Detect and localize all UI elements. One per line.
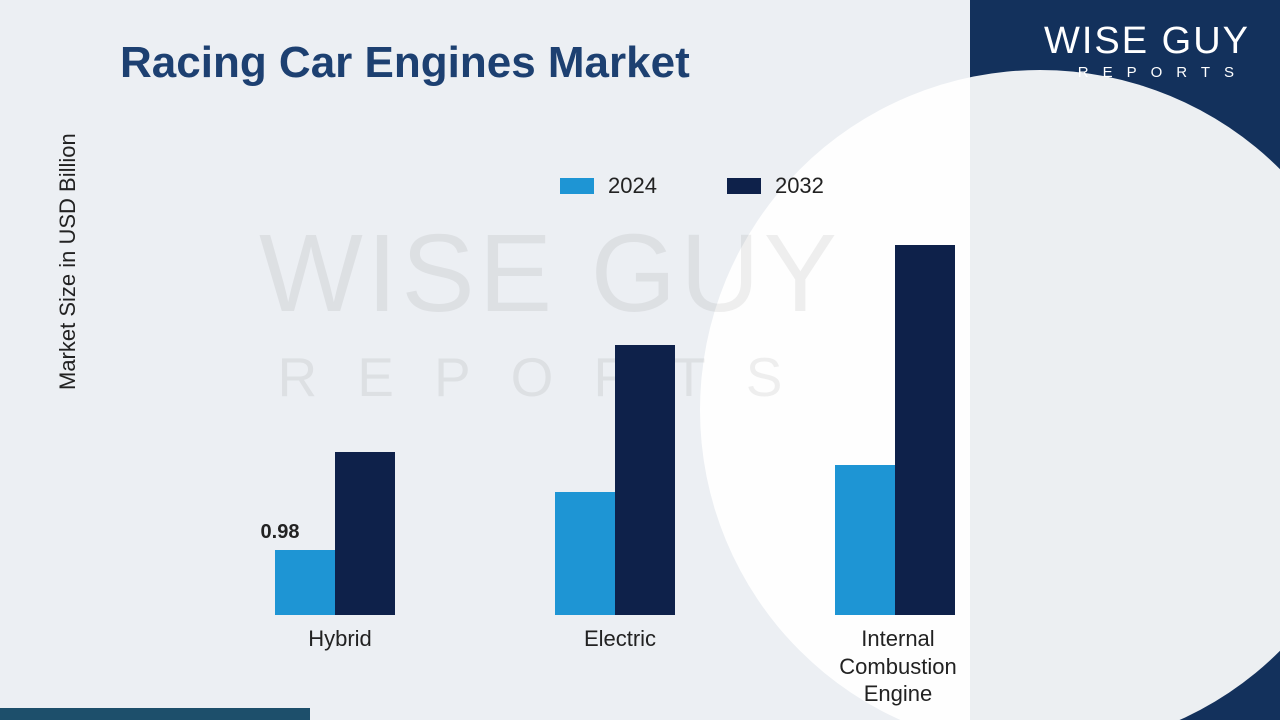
- x-axis-label: Internal Combustion Engine: [808, 625, 988, 708]
- bar-group: [530, 345, 700, 615]
- chart-title: Racing Car Engines Market: [120, 38, 690, 88]
- bar-chart: 0.98HybridElectricInternal Combustion En…: [120, 215, 1020, 615]
- brand-logo-sub: REPORTS: [1044, 62, 1250, 83]
- bar: [835, 465, 895, 615]
- brand-logo: WISE GUY REPORTS: [1044, 22, 1250, 83]
- bar-value-label: 0.98: [250, 521, 310, 544]
- bar-group: 0.98: [250, 452, 420, 615]
- y-axis-label: Market Size in USD Billion: [55, 133, 81, 390]
- legend-item: 2024: [560, 173, 657, 199]
- legend-swatch-2024: [560, 178, 594, 194]
- bar: [615, 345, 675, 615]
- x-axis-label: Electric: [560, 625, 680, 653]
- legend: 2024 2032: [560, 173, 824, 199]
- bottom-accent-bar: [0, 708, 310, 720]
- legend-label: 2032: [775, 173, 824, 199]
- brand-logo-main: WISE GUY: [1044, 22, 1250, 60]
- bar: [335, 452, 395, 615]
- plot-area: 0.98HybridElectricInternal Combustion En…: [180, 215, 1020, 615]
- bar: [895, 245, 955, 615]
- page-root: WISE GUY REPORTS Racing Car Engines Mark…: [0, 0, 1280, 720]
- bar-group: [810, 245, 980, 615]
- legend-swatch-2032: [727, 178, 761, 194]
- legend-label: 2024: [608, 173, 657, 199]
- legend-item: 2032: [727, 173, 824, 199]
- bar: [555, 492, 615, 615]
- x-axis-label: Hybrid: [280, 625, 400, 653]
- bar: [275, 550, 335, 615]
